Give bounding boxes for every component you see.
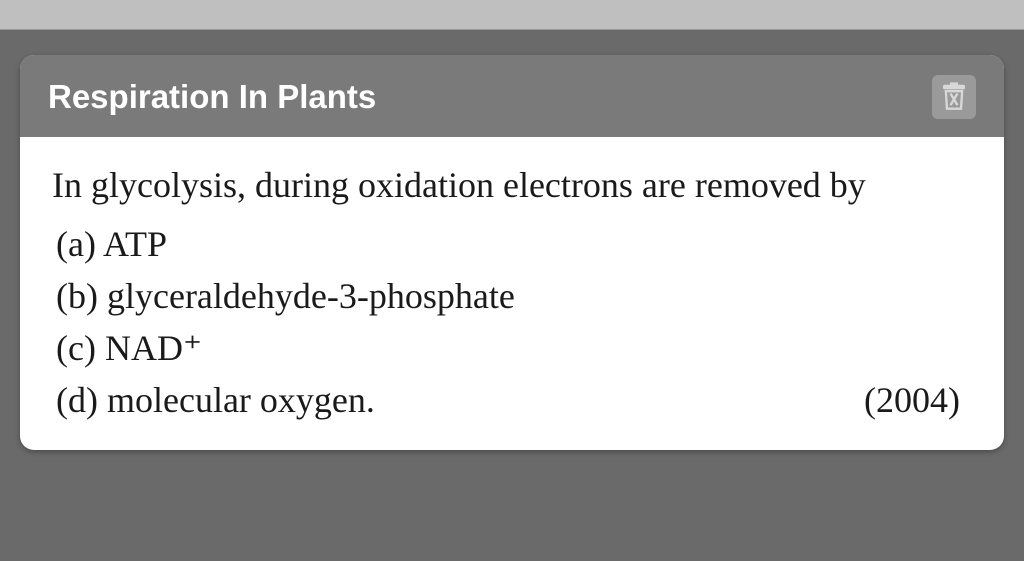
trash-button[interactable]: [932, 75, 976, 119]
option-label: (b): [56, 276, 98, 316]
option-label: (c): [56, 328, 96, 368]
option-d-row: (d) molecular oxygen. (2004): [56, 374, 972, 426]
question-year: (2004): [864, 379, 972, 421]
option-text: ATP: [103, 224, 167, 264]
option-d: (d) molecular oxygen.: [56, 374, 375, 426]
question-card: Respiration In Plants In glycolysis, dur…: [20, 55, 1004, 450]
option-text: molecular oxygen.: [107, 380, 375, 420]
option-label: (a): [56, 224, 96, 264]
trash-icon: [940, 82, 968, 112]
top-bar: [0, 0, 1024, 30]
option-c: (c) NAD⁺: [56, 322, 972, 374]
header-title: Respiration In Plants: [48, 78, 376, 116]
question-text: In glycolysis, during oxidation electron…: [52, 161, 972, 210]
option-text: glyceraldehyde-3-phosphate: [107, 276, 515, 316]
option-label: (d): [56, 380, 98, 420]
card-content: In glycolysis, during oxidation electron…: [20, 137, 1004, 450]
option-b: (b) glyceraldehyde-3-phosphate: [56, 270, 972, 322]
option-text: NAD⁺: [105, 328, 202, 368]
option-a: (a) ATP: [56, 218, 972, 270]
card-header: Respiration In Plants: [20, 55, 1004, 137]
options-list: (a) ATP (b) glyceraldehyde-3-phosphate (…: [52, 218, 972, 427]
